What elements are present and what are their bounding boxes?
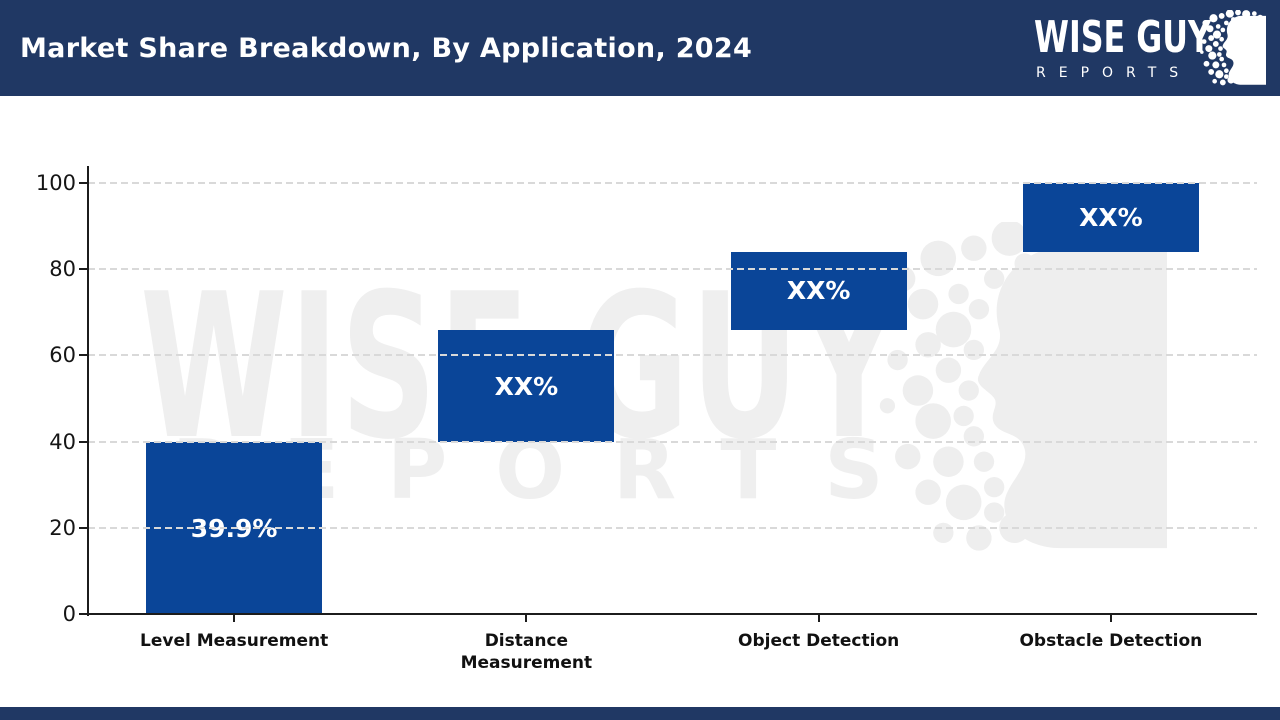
- y-tick-mark: [79, 182, 87, 184]
- footer-bar: [0, 707, 1280, 720]
- bar-value-label: XX%: [1079, 202, 1143, 232]
- x-tick-mark: [817, 615, 820, 622]
- y-axis-tick-label: 0: [62, 602, 76, 626]
- bar-value-label: XX%: [494, 371, 559, 401]
- bar-value-label: XX%: [786, 276, 851, 306]
- logo-wordmark: WISE GUY: [1034, 11, 1211, 63]
- y-tick-mark: [79, 354, 87, 357]
- x-tick-mark: [525, 615, 528, 622]
- gridline: [88, 440, 1257, 443]
- logo-sub-wordmark: REPORTS: [1036, 64, 1192, 81]
- bar-distance-measurement: XX%: [438, 330, 615, 443]
- x-axis-label: Obstacle Detection: [1019, 631, 1203, 651]
- y-axis-tick-label: 60: [49, 343, 76, 368]
- gridline: [88, 526, 1257, 529]
- bar-object-detection: XX%: [730, 251, 907, 331]
- y-axis-tick-label: 80: [49, 257, 76, 282]
- x-axis-line: [87, 613, 1257, 615]
- gridline: [88, 268, 1257, 271]
- brand-logo: WISE GUY REPORTS: [1034, 10, 1266, 86]
- brand-logo-text: WISE GUY REPORTS: [1034, 15, 1211, 81]
- page-title: Market Share Breakdown, By Application, …: [20, 32, 753, 64]
- bar-obstacle-detection: XX%: [1022, 183, 1199, 252]
- gridline: [88, 354, 1257, 357]
- x-tick-mark: [233, 615, 236, 622]
- y-tick-mark: [79, 613, 87, 615]
- y-axis-tick-label: 100: [35, 171, 76, 195]
- y-tick-mark: [79, 526, 87, 529]
- gridline: [88, 182, 1257, 184]
- x-axis-label: Object Detection: [738, 631, 900, 651]
- y-axis-tick-label: 20: [49, 515, 76, 540]
- x-axis-label: Level Measurement: [140, 631, 329, 651]
- y-tick-mark: [79, 268, 87, 271]
- header-bar: Market Share Breakdown, By Application, …: [0, 0, 1280, 96]
- y-axis-line: [87, 166, 89, 616]
- y-tick-mark: [79, 440, 87, 443]
- x-tick-mark: [1109, 615, 1112, 622]
- y-axis-tick-label: 40: [49, 429, 76, 454]
- x-axis-label: Distance Measurement: [460, 631, 593, 674]
